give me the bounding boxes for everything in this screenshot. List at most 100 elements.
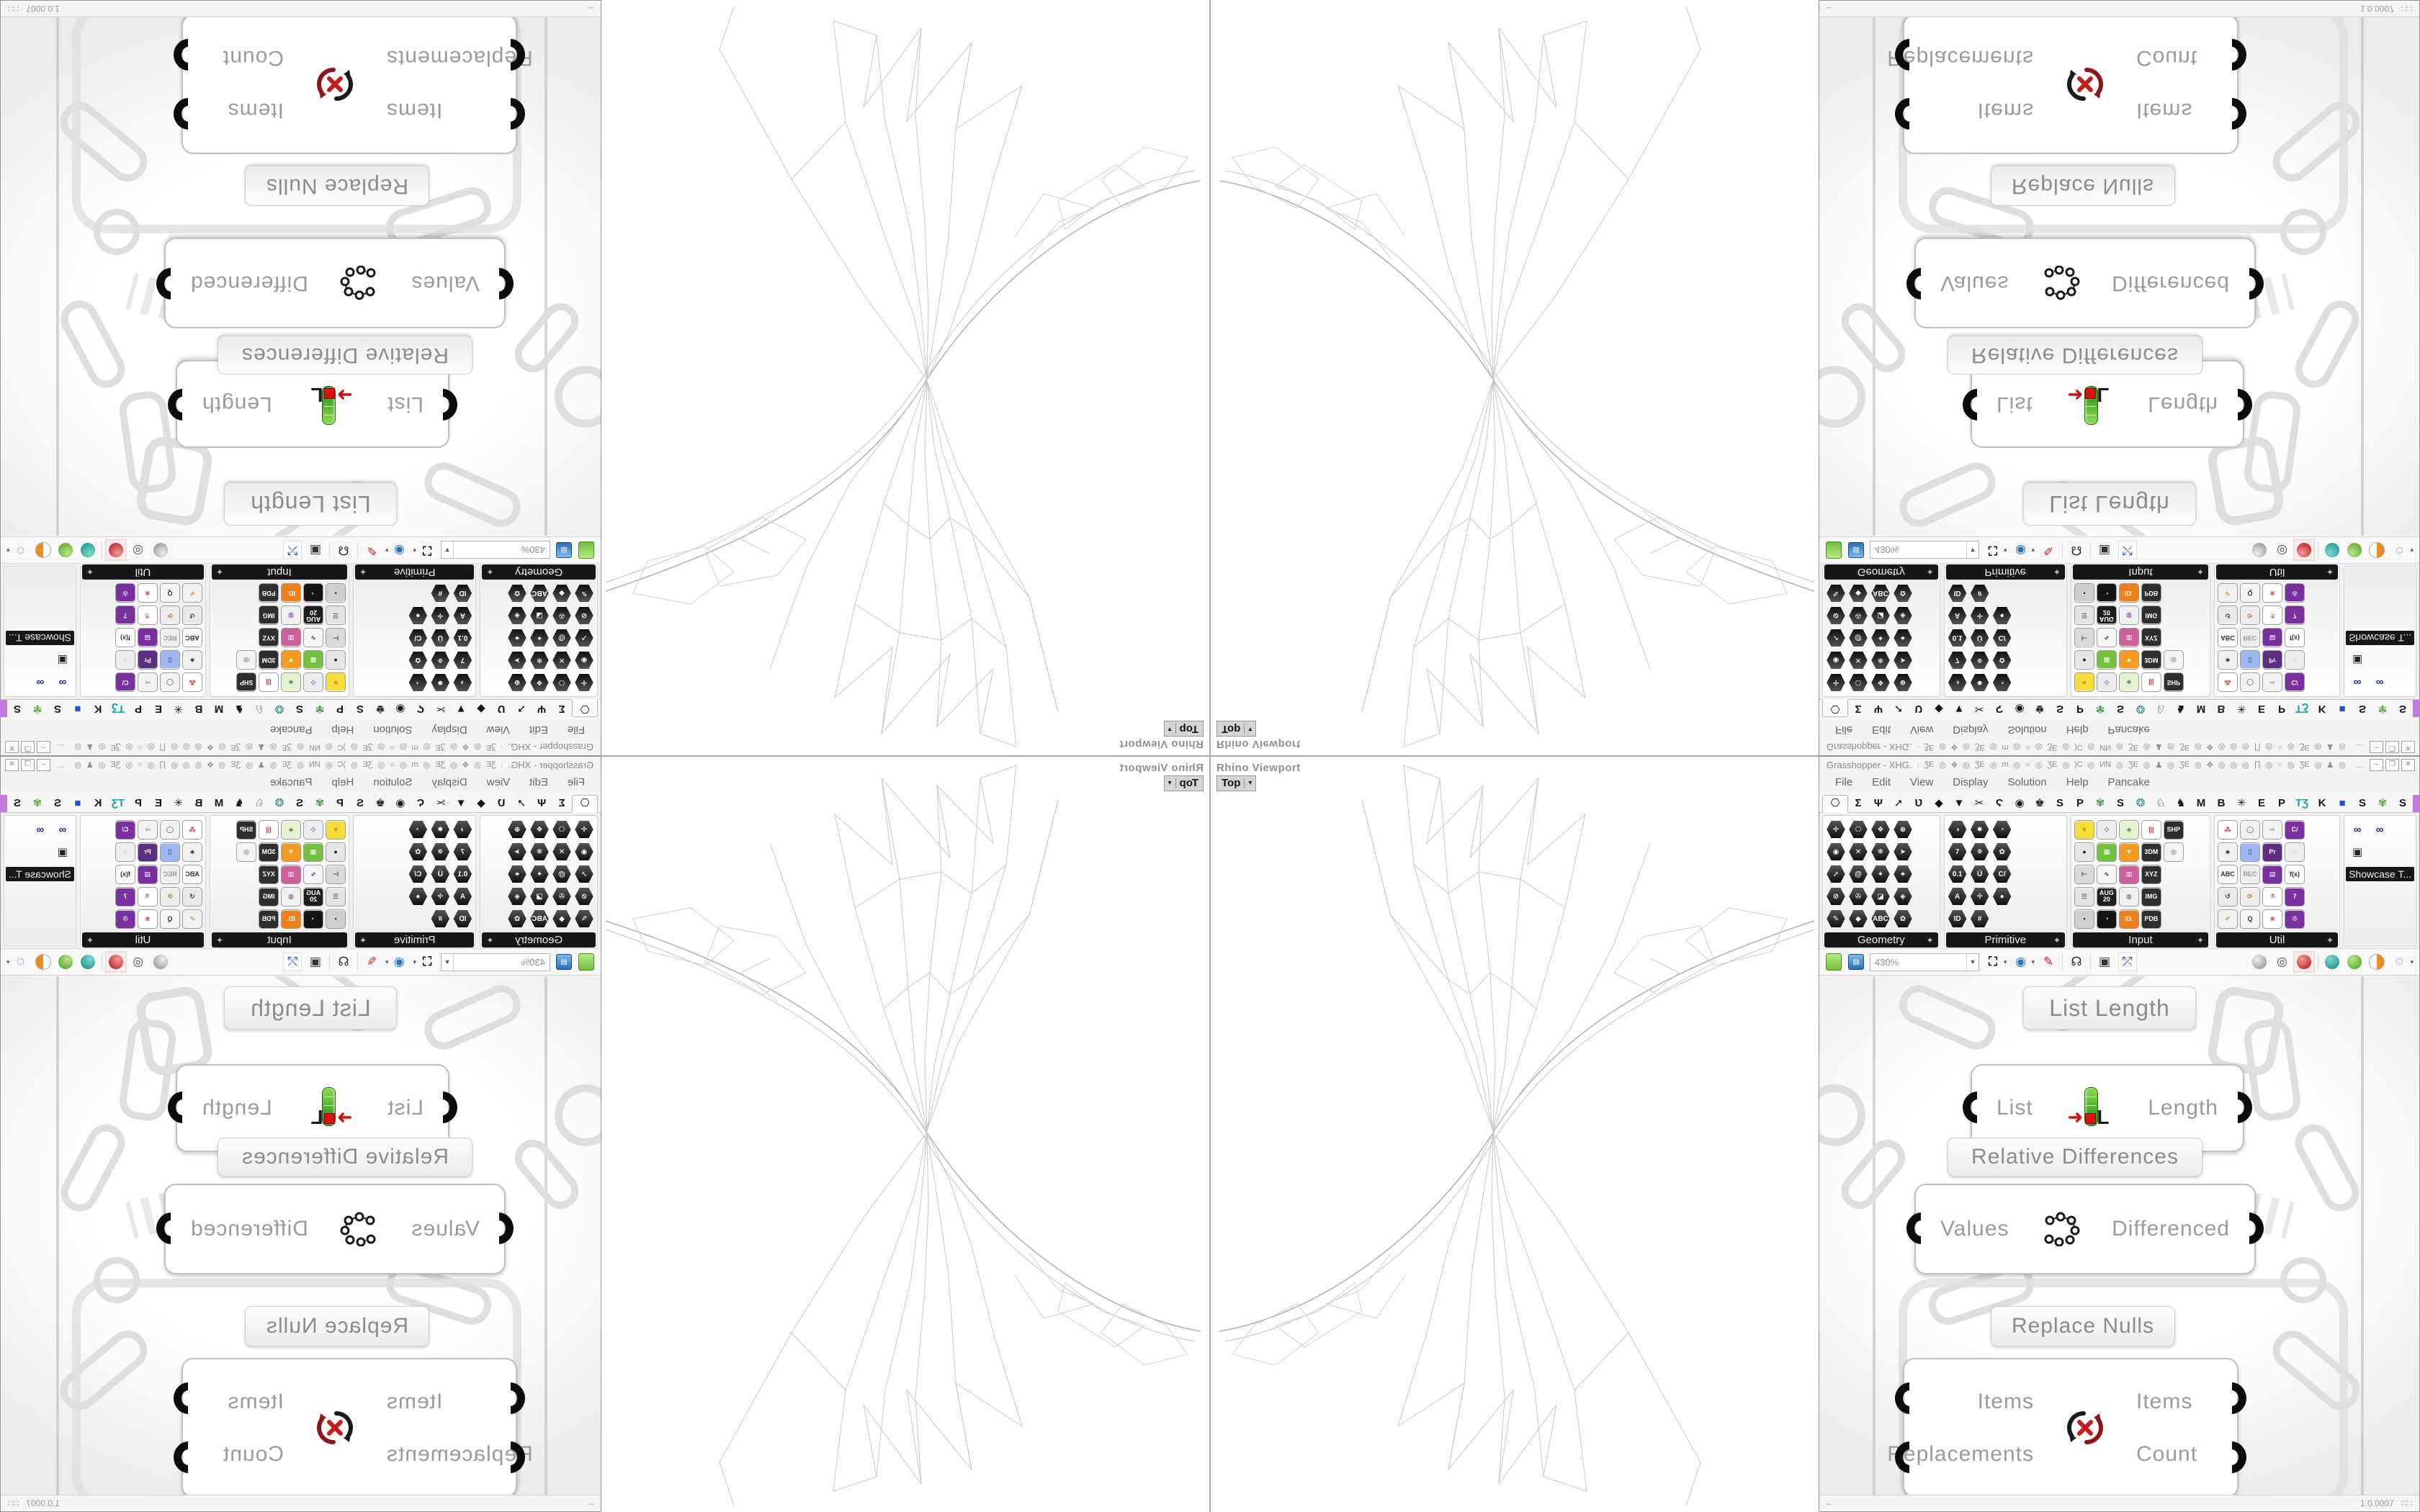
category-tab-icon[interactable]: S — [2116, 703, 2124, 715]
component-icon[interactable]: XYZ — [259, 864, 279, 884]
output-param-length[interactable]: Length — [2148, 1096, 2218, 1120]
component-icon[interactable]: ∿ — [2096, 628, 2117, 648]
group-label-list-length[interactable]: List Length — [224, 482, 397, 526]
component-icon[interactable]: REC — [2240, 864, 2261, 884]
panel-label-primitive[interactable]: Primitive ✦ — [1945, 564, 2065, 580]
panel-more-icon[interactable]: ✦ — [215, 935, 224, 945]
panel-label-primitive[interactable]: Primitive ✦ — [1945, 932, 2065, 948]
preview-off-icon[interactable] — [2251, 953, 2268, 971]
component-icon[interactable]: IMG — [259, 606, 279, 626]
input-grip[interactable] — [511, 1441, 525, 1475]
category-tab-icon[interactable]: Ψ — [1873, 703, 1883, 715]
component-icon[interactable]: ✵ — [1970, 843, 1989, 860]
component-icon[interactable]: ∞ — [2353, 823, 2362, 836]
component-icon[interactable]: ● — [326, 842, 346, 862]
input-param-values[interactable]: Values — [411, 271, 480, 295]
component-icon[interactable]: ⊘ — [575, 887, 594, 906]
component-icon[interactable]: ▦ — [2096, 842, 2117, 862]
component-icon[interactable]: ≈ — [326, 672, 346, 693]
component-icon[interactable]: ❄ — [1871, 651, 1891, 670]
panel-label-geometry[interactable]: Geometry ✦ — [482, 932, 596, 948]
category-tab-icon[interactable]: ♘ — [2156, 703, 2166, 715]
category-tab-icon[interactable]: ■ — [74, 703, 81, 715]
category-tab-icon[interactable]: S — [2398, 797, 2406, 809]
category-tab-icon[interactable]: B — [2217, 703, 2226, 715]
preview-green-icon[interactable] — [2346, 953, 2363, 971]
component-icon[interactable]: ◯ — [159, 672, 180, 693]
component-icon[interactable]: ≈ — [2074, 819, 2094, 840]
menu-item[interactable]: File — [567, 775, 585, 788]
close-button[interactable]: ✕ — [2401, 758, 2415, 771]
menu-item[interactable]: View — [486, 724, 510, 737]
component-icon[interactable]: ✎ — [1827, 584, 1846, 603]
category-tab-icon[interactable]: Ϛ — [1995, 797, 2004, 809]
component-icon[interactable]: ✵ — [431, 651, 450, 670]
category-tab-icon[interactable]: ⎔ — [1822, 699, 1848, 717]
component-icon[interactable]: ∞ — [36, 676, 45, 689]
input-grip[interactable] — [1963, 387, 1977, 420]
category-tab-icon[interactable]: S — [357, 703, 364, 715]
category-tab-icon[interactable]: ➚ — [1894, 703, 1904, 715]
category-tab-icon[interactable]: K — [94, 703, 102, 715]
component-icon[interactable]: ◈ — [1894, 888, 1912, 905]
input-param-items[interactable]: Items — [386, 99, 443, 123]
group-label-relative-differences[interactable]: Relative Differences — [218, 1138, 472, 1176]
component-icon[interactable]: ◎ — [236, 842, 257, 862]
chevron-down-icon[interactable]: ▾ — [2410, 546, 2414, 554]
component-icon[interactable]: 3DM — [259, 842, 279, 862]
component-icon[interactable]: ID. — [2118, 583, 2139, 603]
category-tab-icon[interactable]: E — [155, 797, 163, 809]
component-icon[interactable]: 7 — [453, 651, 472, 670]
component-icon[interactable]: PDB — [2141, 583, 2161, 603]
component-icon[interactable]: C/ — [115, 672, 135, 693]
component-icon[interactable]: ⁂ — [2218, 672, 2238, 693]
component-icon[interactable]: ✇ — [1849, 606, 1868, 625]
category-tab-icon[interactable]: P — [336, 797, 344, 809]
component-icon[interactable]: C/ — [2285, 819, 2305, 840]
category-tab-icon[interactable]: ■ — [74, 797, 81, 809]
component-icon[interactable]: C/ — [2285, 672, 2305, 693]
category-tab-icon[interactable]: P — [2413, 700, 2420, 717]
category-tab-icon[interactable]: ■ — [2339, 703, 2346, 715]
category-tab-icon[interactable]: Ψ — [1873, 797, 1883, 809]
category-tab-icon[interactable]: Σ — [1855, 703, 1862, 715]
menu-item[interactable]: File — [1835, 775, 1853, 788]
component-icon[interactable]: ✿ — [1894, 910, 1912, 927]
component-icon[interactable]: ◆ — [1849, 584, 1868, 603]
resize-grip[interactable]: ∷∷ — [2401, 4, 2412, 14]
category-tab-icon[interactable]: Ʋ — [1914, 797, 1923, 809]
component-icon[interactable]: ✐ — [182, 909, 202, 929]
category-tab-icon[interactable]: S — [14, 797, 22, 809]
menu-item[interactable]: File — [567, 724, 585, 737]
component-icon[interactable]: 3DM — [259, 650, 279, 670]
component-icon[interactable]: ◔ — [2096, 583, 2117, 603]
component-icon[interactable]: ⎔ — [552, 820, 572, 839]
category-tab-icon[interactable]: ✾ — [315, 703, 325, 715]
component-icon[interactable]: 7 — [2285, 606, 2305, 626]
category-tab-icon[interactable]: ♚ — [375, 797, 385, 809]
axis-widget-icon[interactable]: ⤱ — [282, 541, 302, 559]
component-icon[interactable]: IMG — [2141, 606, 2161, 626]
input-grip[interactable] — [1906, 266, 1921, 300]
category-tab-icon[interactable]: ✂ — [1974, 703, 1984, 715]
component-list-length[interactable]: List ➜ L Length — [1963, 1064, 2252, 1152]
component-icon[interactable]: ✿ — [508, 584, 527, 603]
component-icon[interactable]: ▪ — [326, 583, 346, 603]
component-icon[interactable]: C/ — [408, 865, 428, 883]
output-param-count[interactable]: Count — [222, 1441, 284, 1466]
axis-widget-icon[interactable]: ⤱ — [2118, 953, 2138, 971]
component-icon[interactable]: ◯ — [2240, 672, 2261, 693]
component-icon[interactable]: ♣ — [182, 650, 202, 670]
output-param-items[interactable]: Items — [2136, 99, 2193, 123]
component-icon[interactable]: ▣ — [2352, 654, 2363, 667]
component-icon[interactable]: ◑ — [1948, 673, 1967, 692]
component-icon[interactable]: f(x) — [2285, 864, 2305, 884]
component-icon[interactable]: ● — [408, 887, 428, 906]
component-icon[interactable]: ◍ — [2118, 606, 2139, 626]
category-tab-icon[interactable]: ◉ — [395, 797, 405, 809]
component-icon[interactable]: ✛ — [1970, 606, 1989, 625]
category-tab-icon[interactable]: ✾ — [2095, 703, 2105, 715]
component-icon[interactable]: ↺ — [182, 886, 202, 906]
component-icon[interactable]: ⊹ — [303, 672, 324, 693]
preview-custom-icon[interactable] — [2368, 541, 2385, 559]
